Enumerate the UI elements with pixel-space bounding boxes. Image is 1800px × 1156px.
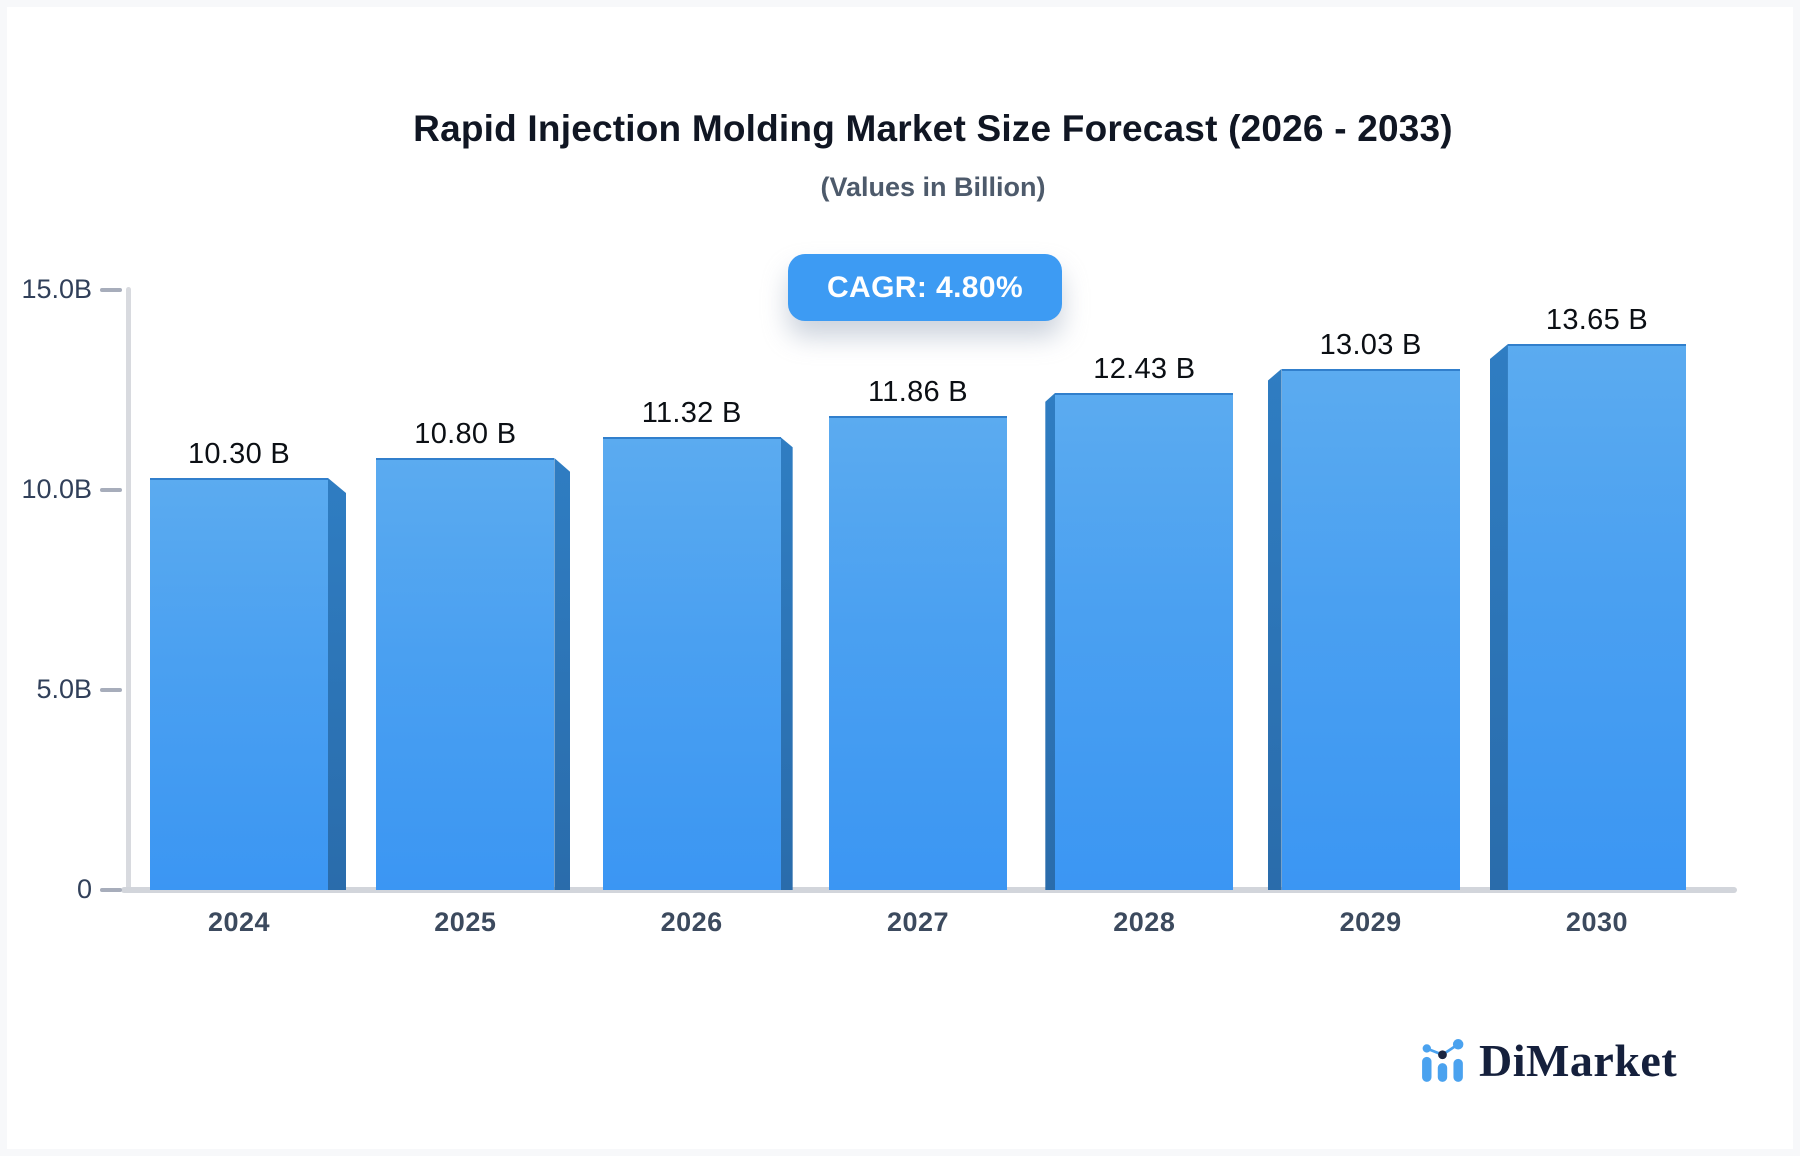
bar-value-label: 13.03 B (1319, 328, 1422, 361)
y-axis-line (126, 287, 131, 893)
x-tick-label: 2026 (660, 907, 723, 937)
bar-value-label: 11.32 B (641, 397, 742, 430)
bar-face (602, 437, 781, 890)
x-tick-label: 2024 (207, 907, 271, 937)
x-tick-label: 2027 (886, 907, 950, 937)
bar-side (554, 458, 571, 890)
cagr-badge: CAGR: 4.80% (788, 254, 1062, 321)
bar-face (828, 415, 1007, 890)
bar-side (1489, 344, 1508, 890)
bar-face (150, 478, 328, 890)
bar-value-label: 10.80 B (414, 418, 517, 450)
chart-title: Rapid Injection Molding Market Size Fore… (413, 108, 1453, 149)
dimarket-bars-icon (1422, 1038, 1464, 1082)
bar-side (1267, 368, 1282, 890)
bar-value-label: 13.65 B (1545, 304, 1648, 336)
bar-face (1507, 344, 1686, 890)
y-tick-label: 0 (76, 874, 92, 904)
y-tick-dash (100, 688, 122, 692)
chart-subtitle: (Values in Billion) (820, 172, 1046, 202)
bar-side (328, 478, 346, 890)
logo-wordmark: DiMarket (1479, 1035, 1678, 1086)
bar-side (1045, 392, 1056, 890)
y-tick-label: 5.0B (36, 674, 92, 704)
y-tick-label: 10.0B (21, 474, 92, 504)
x-tick-label: 2028 (1113, 907, 1176, 937)
bar-value-label: 10.30 B (187, 438, 291, 470)
y-tick-dash (100, 488, 122, 492)
y-tick-dash (100, 888, 122, 892)
bar-face (1281, 368, 1460, 890)
y-tick-label: 15.0B (21, 274, 92, 304)
bar-side (780, 437, 793, 890)
cagr-badge-label: CAGR: 4.80% (826, 270, 1024, 304)
dimarket-logo: DiMarket (1420, 1034, 1677, 1087)
bar-face (1055, 392, 1234, 890)
x-tick-label: 2029 (1339, 907, 1402, 937)
x-tick-label: 2025 (434, 907, 497, 937)
x-tick-label: 2030 (1565, 907, 1628, 937)
bar-face (376, 458, 555, 890)
bar-value-label: 11.86 B (868, 375, 968, 408)
header: Rapid Injection Molding Market Size Fore… (66, 0, 1800, 203)
x-axis-line (121, 887, 1737, 893)
bar-value-label: 12.43 B (1093, 352, 1196, 385)
y-tick-dash (100, 288, 122, 292)
